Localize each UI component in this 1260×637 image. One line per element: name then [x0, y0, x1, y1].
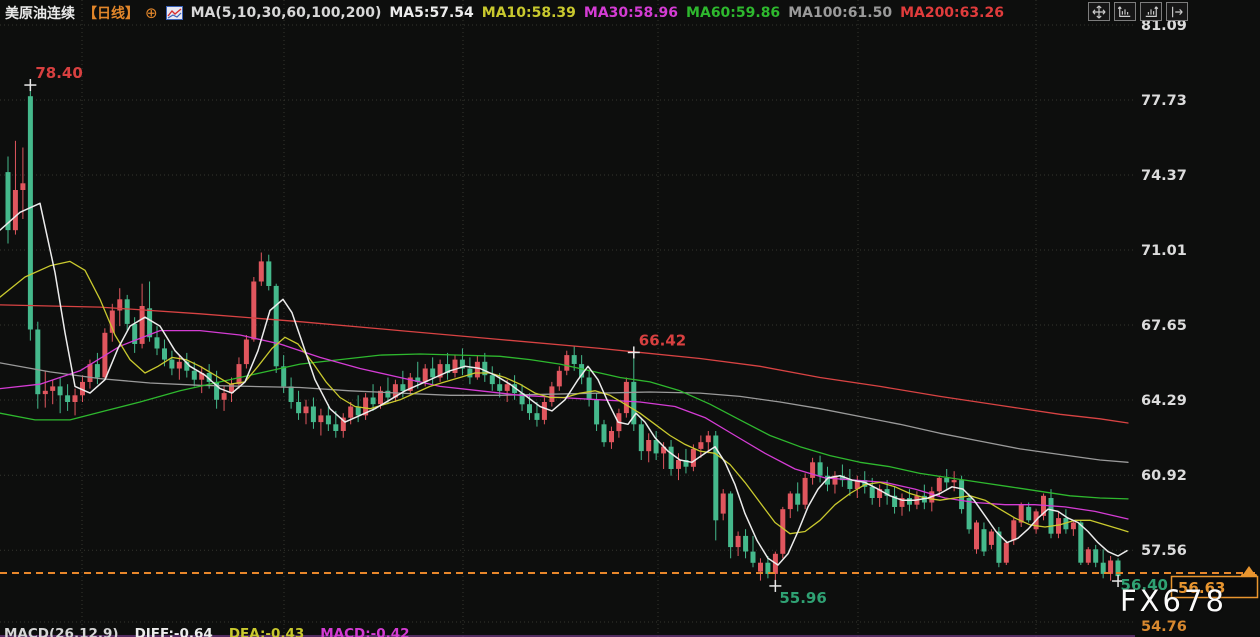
macd-line-fragment [0, 635, 1135, 637]
chart-header: 美原油连续 【日线】 ⊕ MA(5,10,30,60,100,200) MA5:… [5, 3, 1004, 23]
svg-text:57.56: 57.56 [1141, 543, 1187, 559]
macd-diff-value: DIFF:-0.64 [134, 626, 213, 637]
svg-text:55.96: 55.96 [779, 589, 826, 607]
period-label[interactable]: 【日线】 [83, 6, 139, 22]
macd-macd-value: MACD:-0.42 [320, 626, 410, 637]
macd-panel-header: MACD(26,12,9) DIFF:-0.64 DEA:-0.43 MACD:… [4, 626, 410, 637]
shift-right-icon[interactable] [1166, 2, 1188, 21]
chart-axis-left-icon[interactable] [1114, 2, 1136, 21]
svg-text:54.76: 54.76 [1141, 619, 1187, 635]
svg-text:66.42: 66.42 [639, 331, 686, 349]
macd-dea-value: DEA:-0.43 [228, 626, 305, 637]
mini-line-chart-icon[interactable] [165, 6, 183, 20]
svg-text:56.63: 56.63 [1178, 579, 1225, 597]
svg-text:81.09: 81.09 [1141, 18, 1187, 34]
svg-text:64.29: 64.29 [1141, 393, 1187, 409]
svg-text:56.40: 56.40 [1121, 576, 1168, 594]
ma200-value: MA200:63.26 [900, 5, 1004, 21]
svg-text:60.92: 60.92 [1141, 468, 1187, 484]
fx678-watermark: FX678 [1120, 584, 1227, 618]
symbol-name: 美原油连续 [5, 6, 75, 22]
chart-toolbar [1088, 2, 1188, 21]
ma10-value: MA10:58.39 [481, 5, 576, 21]
ma5-value: MA5:57.54 [389, 5, 474, 21]
chart-axis-right-icon[interactable] [1140, 2, 1162, 21]
svg-text:74.37: 74.37 [1141, 168, 1187, 184]
svg-text:77.73: 77.73 [1141, 93, 1187, 109]
ma30-value: MA30:58.96 [583, 5, 679, 21]
macd-settings-label: MACD(26,12,9) [4, 626, 119, 637]
svg-text:67.65: 67.65 [1141, 318, 1187, 334]
ma60-value: MA60:59.86 [686, 5, 781, 21]
svg-text:71.01: 71.01 [1141, 243, 1187, 259]
ma-settings-label: MA(5,10,30,60,100,200) [190, 5, 382, 21]
pan-crosshair-icon[interactable] [1088, 2, 1110, 21]
expand-icon[interactable]: ⊕ [145, 4, 158, 22]
ma100-value: MA100:61.50 [788, 5, 893, 21]
svg-text:78.40: 78.40 [35, 64, 82, 82]
